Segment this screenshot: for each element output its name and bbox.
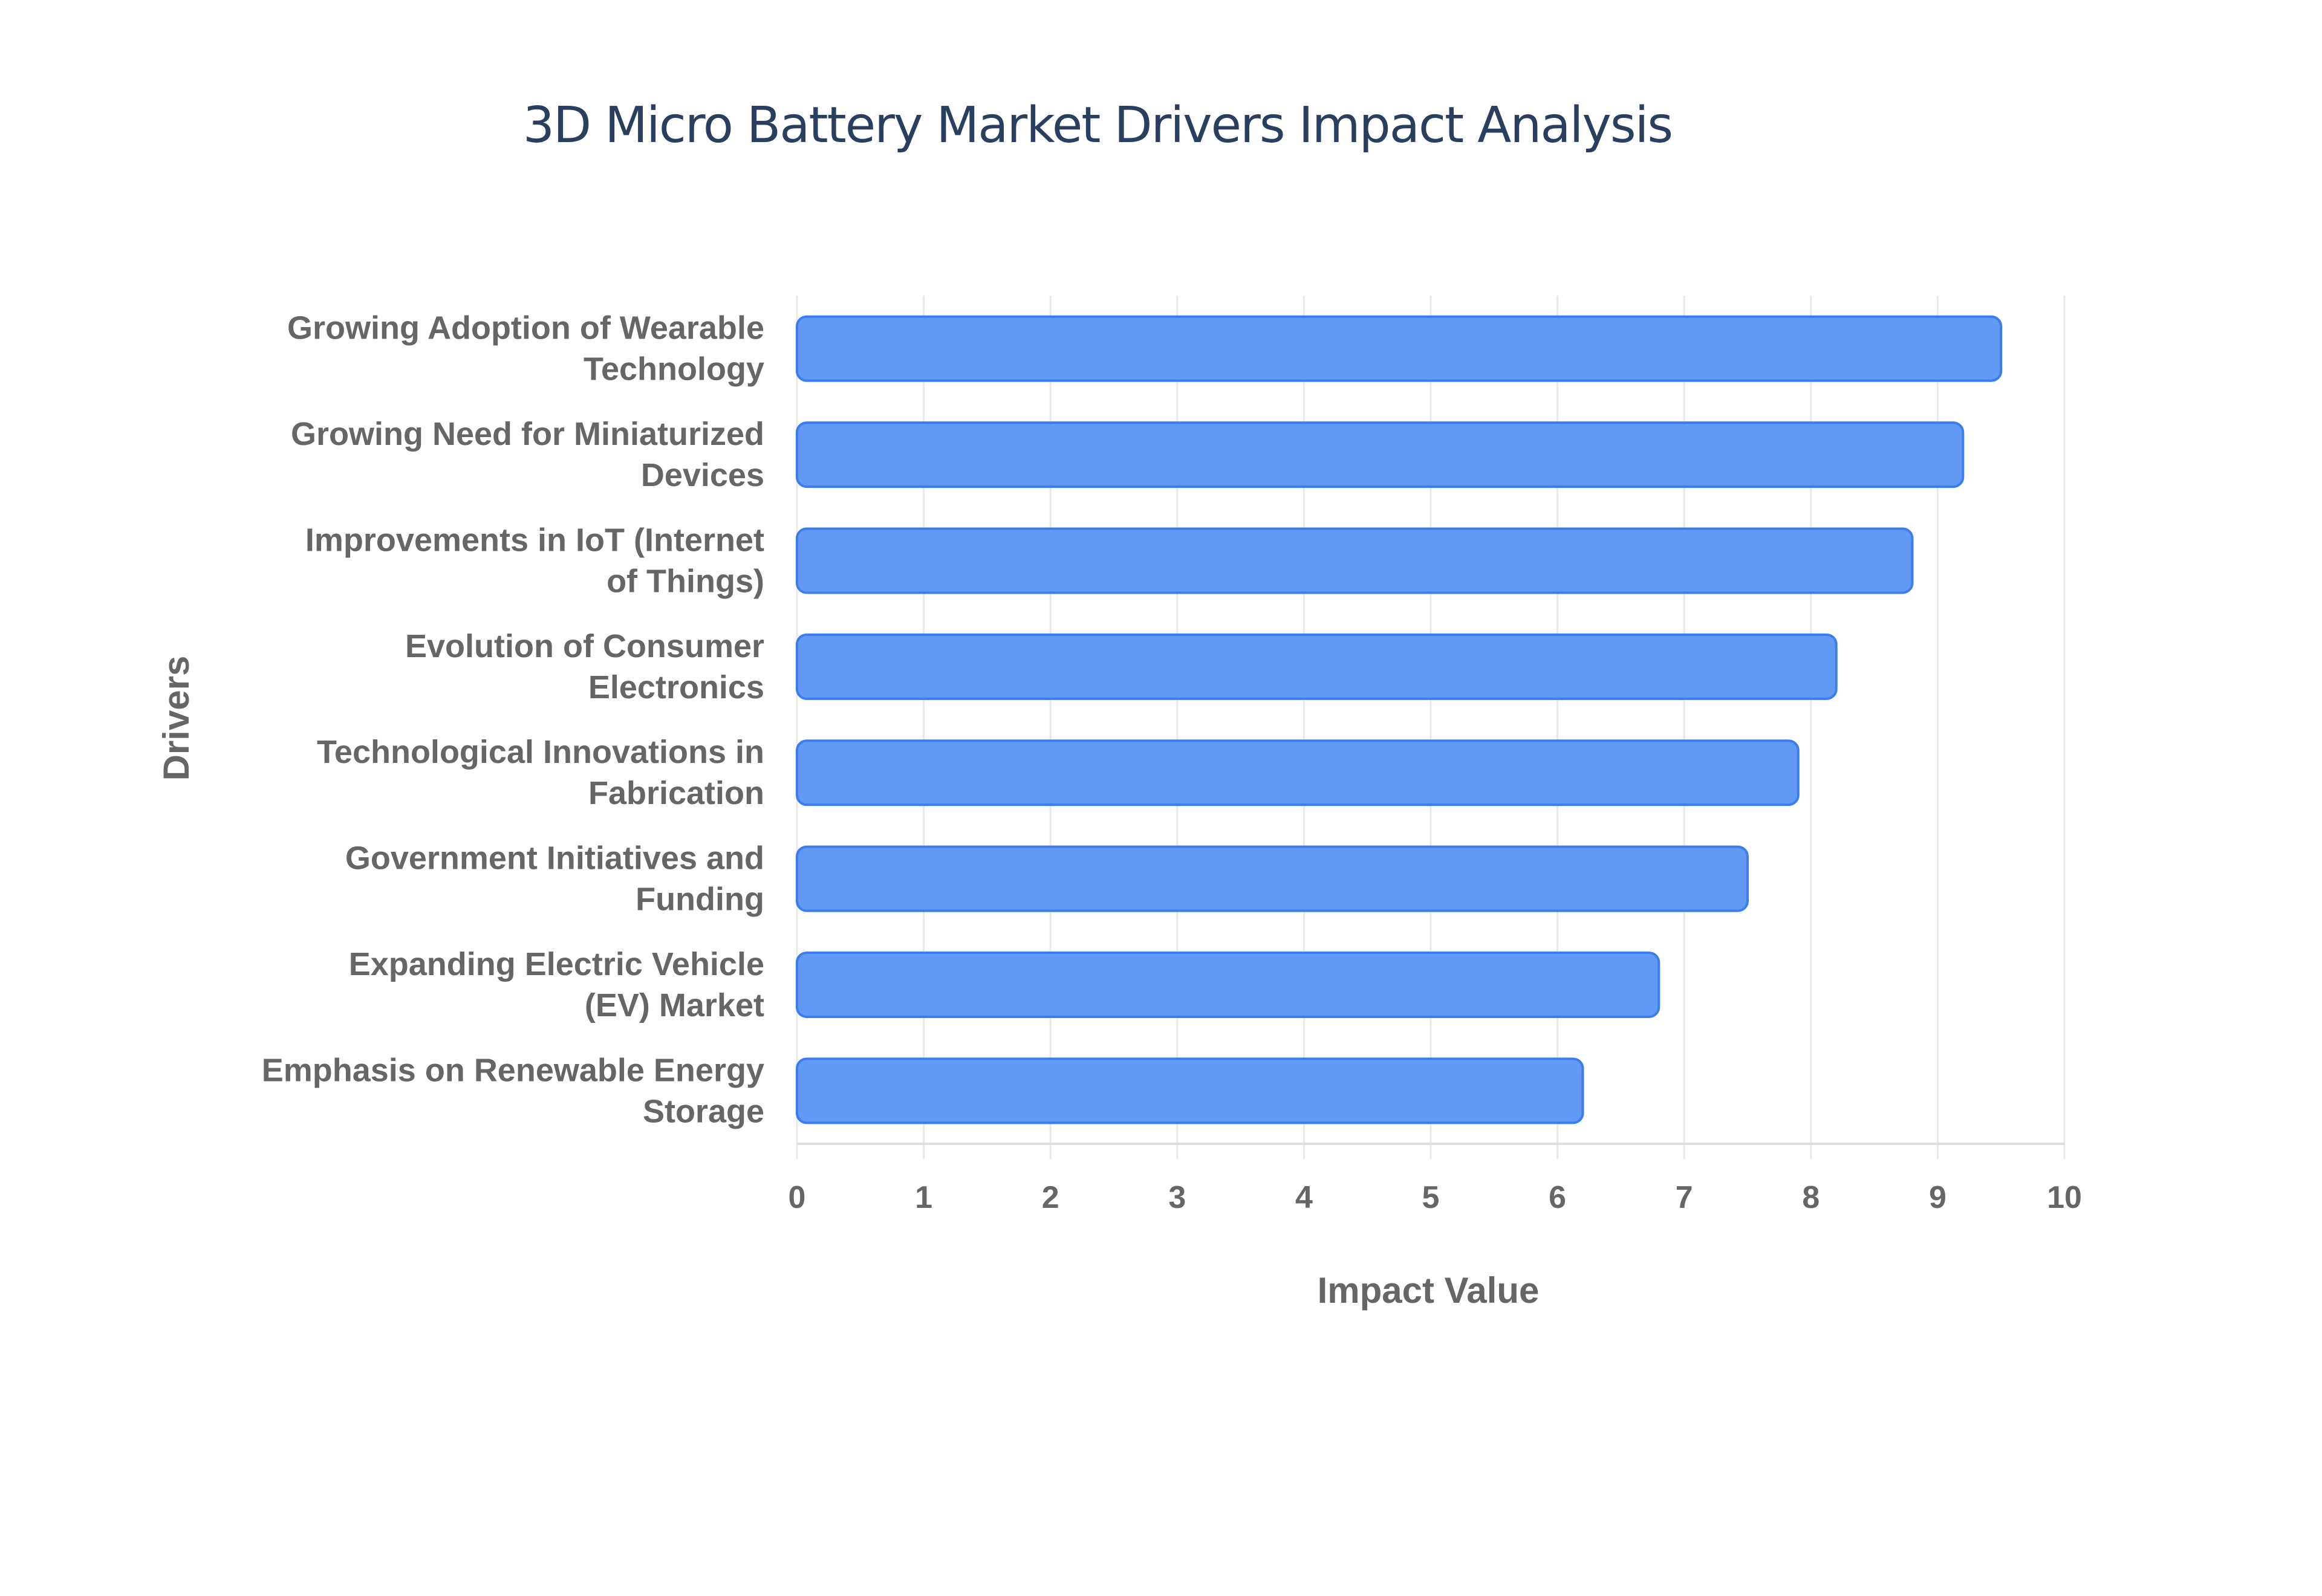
- x-tick-label: 2: [1042, 1180, 1059, 1215]
- bar[interactable]: [796, 845, 1749, 912]
- x-tick-label: 1: [915, 1180, 932, 1215]
- category-label: (EV) Market: [585, 987, 764, 1023]
- category-label: Expanding Electric Vehicle: [349, 946, 764, 982]
- category-label: Electronics: [588, 669, 764, 706]
- x-tick-label: 4: [1295, 1180, 1313, 1215]
- x-tick-label: 6: [1549, 1180, 1566, 1215]
- bar[interactable]: [796, 951, 1660, 1018]
- bar[interactable]: [796, 527, 1914, 594]
- category-label: Government Initiatives and: [345, 840, 764, 877]
- category-label: Fabrication: [588, 775, 764, 811]
- bar[interactable]: [796, 315, 2003, 382]
- category-label: Growing Need for Miniaturized: [291, 416, 764, 452]
- category-label: Improvements in IoT (Internet: [305, 522, 764, 558]
- category-label: of Things): [607, 563, 764, 599]
- x-tick-label: 7: [1676, 1180, 1693, 1215]
- category-label: Technological Innovations in: [317, 734, 764, 770]
- y-axis-title: Drivers: [156, 656, 197, 781]
- category-label: Growing Adoption of Wearable: [287, 310, 764, 346]
- x-axis-title: Impact Value: [1318, 1270, 1540, 1311]
- chart-title: 3D Micro Battery Market Drivers Impact A…: [522, 97, 1673, 154]
- bar[interactable]: [796, 739, 1800, 806]
- category-label: Devices: [641, 457, 764, 493]
- x-tick-label: 5: [1422, 1180, 1440, 1215]
- category-label: Funding: [636, 881, 764, 918]
- x-tick-label: 10: [2047, 1180, 2082, 1215]
- x-tick-label: 3: [1168, 1180, 1186, 1215]
- y-category-labels: Growing Adoption of Wearable Technology Gr…: [262, 310, 764, 1130]
- bar[interactable]: [796, 1057, 1584, 1124]
- category-label: Technology: [584, 351, 764, 388]
- bars: [796, 315, 2003, 1124]
- x-tick-label: 9: [1929, 1180, 1946, 1215]
- category-label: Emphasis on Renewable Energy: [262, 1052, 764, 1088]
- category-label: Storage: [643, 1093, 764, 1129]
- bar[interactable]: [796, 421, 1965, 488]
- x-tick-labels: 0 1 2 3 4 5 6 7 8 9 10: [789, 1180, 2082, 1215]
- category-label: Evolution of Consumer: [405, 628, 764, 664]
- x-tick-label: 8: [1802, 1180, 1820, 1215]
- bar[interactable]: [796, 633, 1838, 700]
- x-tick-label: 0: [789, 1180, 806, 1215]
